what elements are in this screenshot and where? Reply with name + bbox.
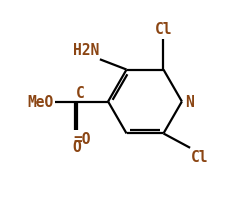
Text: Cl: Cl — [191, 149, 209, 164]
Text: N: N — [185, 94, 194, 110]
Text: =O: =O — [74, 132, 91, 146]
Text: MeO: MeO — [28, 94, 54, 110]
Text: Cl: Cl — [155, 22, 172, 37]
Text: C: C — [76, 86, 85, 101]
Text: H2N: H2N — [73, 43, 99, 58]
Text: O: O — [72, 140, 81, 155]
